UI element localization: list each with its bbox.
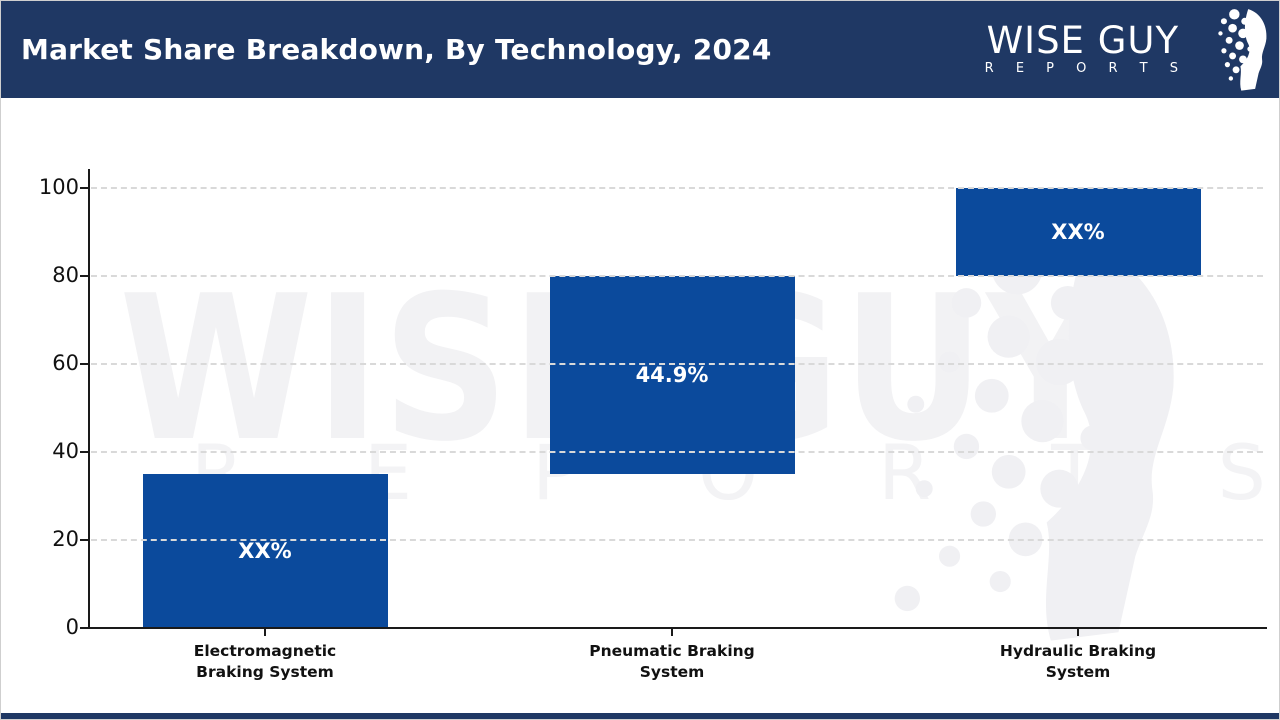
head-silhouette-icon — [1218, 9, 1267, 91]
x-category-label: Electromagnetic Braking System — [130, 641, 400, 683]
watermark-head-dots-icon — [894, 243, 1174, 641]
y-axis-line — [88, 169, 90, 629]
x-category-label-line: Electromagnetic — [193, 642, 337, 660]
x-category-label-line: Pneumatic Braking — [589, 642, 755, 660]
y-tick-label: 80 — [52, 263, 79, 287]
x-category-label-line: System — [639, 662, 705, 681]
x-category-label-line: Hydraulic Braking — [999, 642, 1157, 660]
y-tick-mark — [80, 187, 88, 189]
y-tick-label: 0 — [65, 615, 79, 639]
y-tick-mark — [80, 539, 88, 541]
x-category-label-line: Braking System — [196, 662, 334, 681]
y-tick-mark — [80, 627, 88, 629]
bar — [142, 473, 388, 628]
logo-text: WISE GUY R E P O R T S — [979, 18, 1187, 77]
y-tick-label: 100 — [38, 175, 79, 199]
x-tick-mark — [1077, 629, 1079, 636]
page-title: Market Share Breakdown, By Technology, 2… — [21, 33, 772, 66]
logo-brand-text: WISE GUY — [986, 18, 1180, 62]
bar-value-label: XX% — [238, 538, 292, 563]
y-gridline — [91, 451, 1263, 453]
y-tick-label: 60 — [52, 351, 79, 375]
y-gridline — [91, 363, 1263, 365]
y-tick-mark — [80, 451, 88, 453]
footer-bar — [1, 713, 1279, 719]
x-tick-mark — [264, 629, 266, 636]
y-tick-label: 40 — [52, 439, 79, 463]
wise-guy-reports-logo: WISE GUY R E P O R T S — [979, 7, 1269, 91]
x-category-label-line: System — [1045, 662, 1111, 681]
y-tick-label: 20 — [52, 527, 79, 551]
y-tick-mark — [80, 275, 88, 277]
y-gridline — [91, 187, 1263, 189]
y-gridline — [91, 275, 1263, 277]
y-gridline — [91, 539, 1263, 541]
x-category-label: Hydraulic Braking System — [943, 641, 1213, 683]
bar-value-label: 44.9% — [635, 362, 709, 387]
y-tick-mark — [80, 363, 88, 365]
x-category-label: Pneumatic Braking System — [537, 641, 807, 683]
header-bar: Market Share Breakdown, By Technology, 2… — [1, 1, 1279, 98]
logo-reports-text: R E P O R T S — [984, 61, 1187, 77]
x-axis-line — [88, 627, 1267, 629]
bar — [549, 276, 795, 474]
bar-value-label: XX% — [1051, 220, 1105, 244]
chart-area: WISE GUY R E P O R T S 020406080100XX%El… — [1, 98, 1279, 715]
x-tick-mark — [671, 629, 673, 636]
